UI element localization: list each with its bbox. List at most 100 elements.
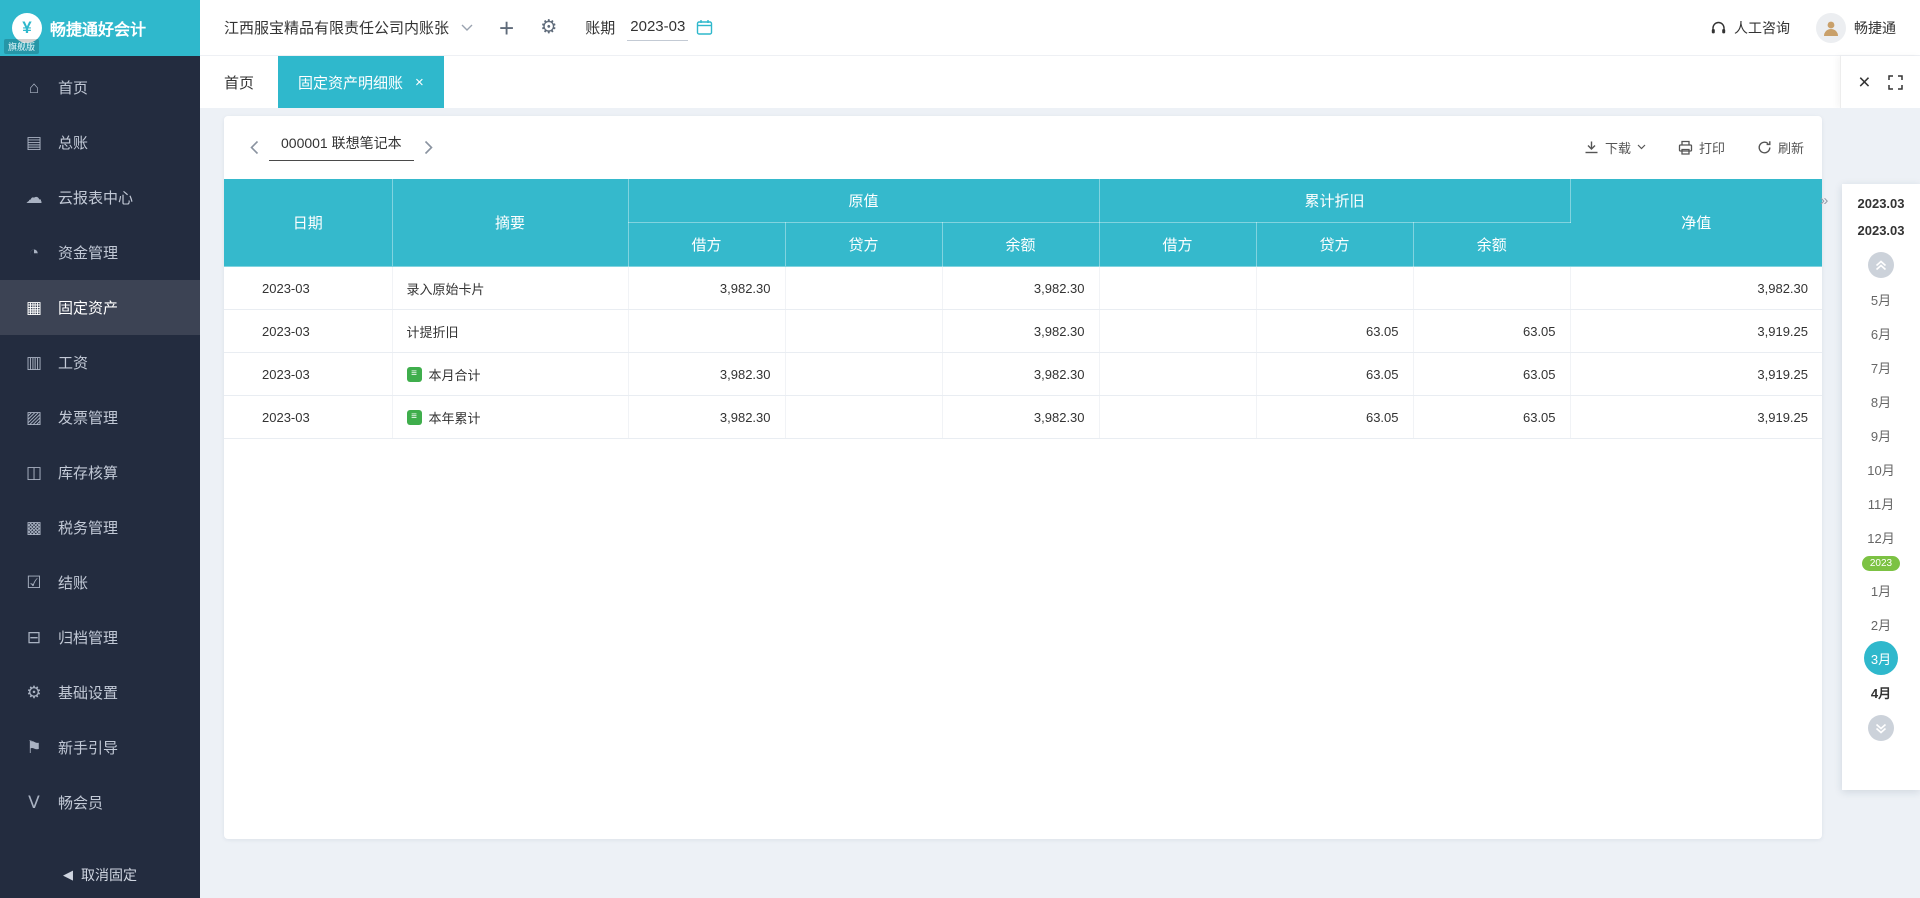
sidebar-item-tax[interactable]: ▩ 税务管理 — [0, 500, 200, 555]
sidebar-item-closing[interactable]: ☑ 结账 — [0, 555, 200, 610]
sidebar-unpin-button[interactable]: ◀ 取消固定 — [0, 852, 200, 898]
sidebar-item-funds[interactable]: ◔ 资金管理 — [0, 225, 200, 280]
sidebar-item-label: 总账 — [58, 135, 89, 152]
month-item[interactable]: 1月 — [1870, 583, 1892, 599]
period-start: 2023.03 — [1857, 196, 1905, 211]
refresh-button[interactable]: 刷新 — [1757, 138, 1804, 157]
inventory-icon: ◫ — [25, 462, 43, 482]
table-row: 2023-03 录入原始卡片 3,982.30 3,982.30 3,982.3… — [224, 266, 1822, 310]
sidebar-item-membership[interactable]: Ⅴ 畅会员 — [0, 775, 200, 830]
tab-close-icon[interactable]: × — [415, 73, 424, 91]
refresh-label: 刷新 — [1777, 140, 1804, 156]
cell-summary: ≡ 本月合计 — [392, 352, 629, 396]
month-item-selected[interactable]: 3月 — [1864, 641, 1898, 675]
unpin-label: 取消固定 — [81, 867, 137, 883]
sidebar-item-salary[interactable]: ▥ 工资 — [0, 335, 200, 390]
cell-net: 3,919.25 — [1570, 395, 1822, 439]
print-button[interactable]: 打印 — [1678, 138, 1725, 157]
month-item-current[interactable]: 4月 — [1870, 685, 1892, 701]
brand-name: 畅捷通好会计 — [50, 22, 147, 39]
scroll-up-button[interactable] — [1868, 252, 1894, 278]
company-selector[interactable]: 江西服宝精品有限责任公司内账张 — [224, 17, 473, 38]
support-label: 人工咨询 — [1734, 19, 1790, 36]
support-button[interactable]: 人工咨询 — [1710, 18, 1790, 38]
prev-asset-chevron-left-icon[interactable] — [242, 136, 267, 159]
sidebar-item-label: 结账 — [58, 575, 89, 592]
cell-ov-debit: 3,982.30 — [628, 352, 786, 396]
close-icon[interactable]: × — [1858, 70, 1871, 94]
sidebar-item-invoices[interactable]: ▨ 发票管理 — [0, 390, 200, 445]
month-item[interactable]: 12月 — [1867, 530, 1895, 546]
month-item[interactable]: 2月 — [1870, 617, 1892, 633]
sidebar-item-label: 归档管理 — [58, 630, 119, 647]
panel-toolbar: 000001 联想笔记本 下载 — [224, 116, 1822, 178]
col-header-date: 日期 — [224, 178, 392, 267]
cell-ad-credit: 63.05 — [1256, 352, 1414, 396]
sidebar-item-fixed-assets[interactable]: ▦ 固定资产 — [0, 280, 200, 335]
cell-summary: 录入原始卡片 — [392, 266, 629, 310]
col-header-ov-credit: 贷方 — [784, 222, 943, 267]
month-item[interactable]: 6月 — [1870, 326, 1892, 342]
company-name: 江西服宝精品有限责任公司内账张 — [224, 20, 450, 37]
sidebar-item-label: 税务管理 — [58, 520, 119, 537]
calendar-icon[interactable] — [696, 19, 713, 36]
tab-fixed-asset-detail-ledger[interactable]: 固定资产明细账 × — [278, 56, 444, 108]
period-value-field[interactable]: 2023-03 — [627, 15, 689, 41]
next-asset-chevron-right-icon[interactable] — [416, 136, 441, 159]
cell-summary: 计提折旧 — [392, 309, 629, 353]
sidebar-item-archive[interactable]: ⊟ 归档管理 — [0, 610, 200, 665]
month-item[interactable]: 7月 — [1870, 360, 1892, 376]
cell-ad-credit — [1256, 266, 1414, 310]
cell-ov-balance: 3,982.30 — [942, 309, 1100, 353]
tab-home[interactable]: 首页 — [200, 56, 278, 108]
col-header-ad-debit: 借方 — [1098, 222, 1257, 267]
sidebar-item-inventory[interactable]: ◫ 库存核算 — [0, 445, 200, 500]
salary-icon: ▥ — [25, 352, 43, 372]
funds-icon: ◔ — [28, 242, 40, 262]
download-button[interactable]: 下载 — [1584, 138, 1646, 157]
cell-ad-debit — [1099, 309, 1257, 353]
col-header-ad-balance: 余额 — [1413, 222, 1571, 267]
table-row-month-total: 2023-03 ≡ 本月合计 3,982.30 3,982.30 — [224, 352, 1822, 396]
sidebar-item-home[interactable]: ⌂ 首页 — [0, 60, 200, 115]
sidebar-item-label: 基础设置 — [58, 685, 119, 702]
col-header-net-value: 净值 — [1570, 178, 1822, 267]
user-name[interactable]: 畅捷通 — [1854, 19, 1896, 36]
strip-collapse-icon[interactable]: » — [1820, 192, 1829, 209]
cell-ad-balance: 63.05 — [1413, 309, 1571, 353]
cell-ad-credit: 63.05 — [1256, 395, 1414, 439]
avatar[interactable] — [1816, 12, 1846, 43]
cell-ad-balance: 63.05 — [1413, 352, 1571, 396]
cell-ad-balance — [1413, 266, 1571, 310]
topbar-right: 人工咨询 畅捷通 — [1710, 12, 1896, 43]
period-end: 2023.03 — [1857, 223, 1905, 238]
fixed-asset-detail-table: 日期 摘要 原值 累计折旧 净值 借方 贷方 余额 借方 贷方 余额 — [224, 178, 1822, 439]
sidebar-item-settings[interactable]: ⚙ 基础设置 — [0, 665, 200, 720]
cell-ov-debit: 3,982.30 — [628, 266, 786, 310]
month-item[interactable]: 11月 — [1867, 496, 1895, 512]
sidebar-item-beginner-guide[interactable]: ⚑ 新手引导 — [0, 720, 200, 775]
month-item[interactable]: 8月 — [1870, 394, 1892, 410]
invoice-icon: ▨ — [25, 407, 43, 427]
month-item[interactable]: 9月 — [1870, 428, 1892, 444]
period-label: 账期 — [585, 20, 616, 37]
col-header-ov-debit: 借方 — [628, 222, 785, 267]
chevron-down-icon — [461, 24, 473, 31]
asset-selector[interactable]: 000001 联想笔记本 — [269, 133, 414, 161]
month-item[interactable]: 5月 — [1870, 292, 1892, 308]
ledger-panel: 000001 联想笔记本 下载 — [224, 116, 1822, 839]
main-area: 江西服宝精品有限责任公司内账张 + ⚙ 账期 2023-03 人工咨询 — [200, 0, 1920, 898]
sidebar-item-cloud-reports[interactable]: ☁ 云报表中心 — [0, 170, 200, 225]
account-settings-gear-icon[interactable]: ⚙ — [540, 16, 558, 38]
scroll-down-button[interactable] — [1868, 715, 1894, 741]
add-account-button[interactable]: + — [499, 12, 515, 43]
cell-net: 3,919.25 — [1570, 352, 1822, 396]
fullscreen-icon[interactable] — [1887, 74, 1903, 90]
tab-label: 固定资产明细账 — [298, 74, 404, 92]
brand-edition-badge: 旗舰版 — [4, 39, 40, 54]
sidebar-item-label: 发票管理 — [58, 410, 119, 427]
cell-ov-balance: 3,982.30 — [942, 352, 1100, 396]
month-item[interactable]: 10月 — [1867, 462, 1895, 478]
sidebar-item-general-ledger[interactable]: ▤ 总账 — [0, 115, 200, 170]
cell-ov-debit: 3,982.30 — [628, 395, 786, 439]
